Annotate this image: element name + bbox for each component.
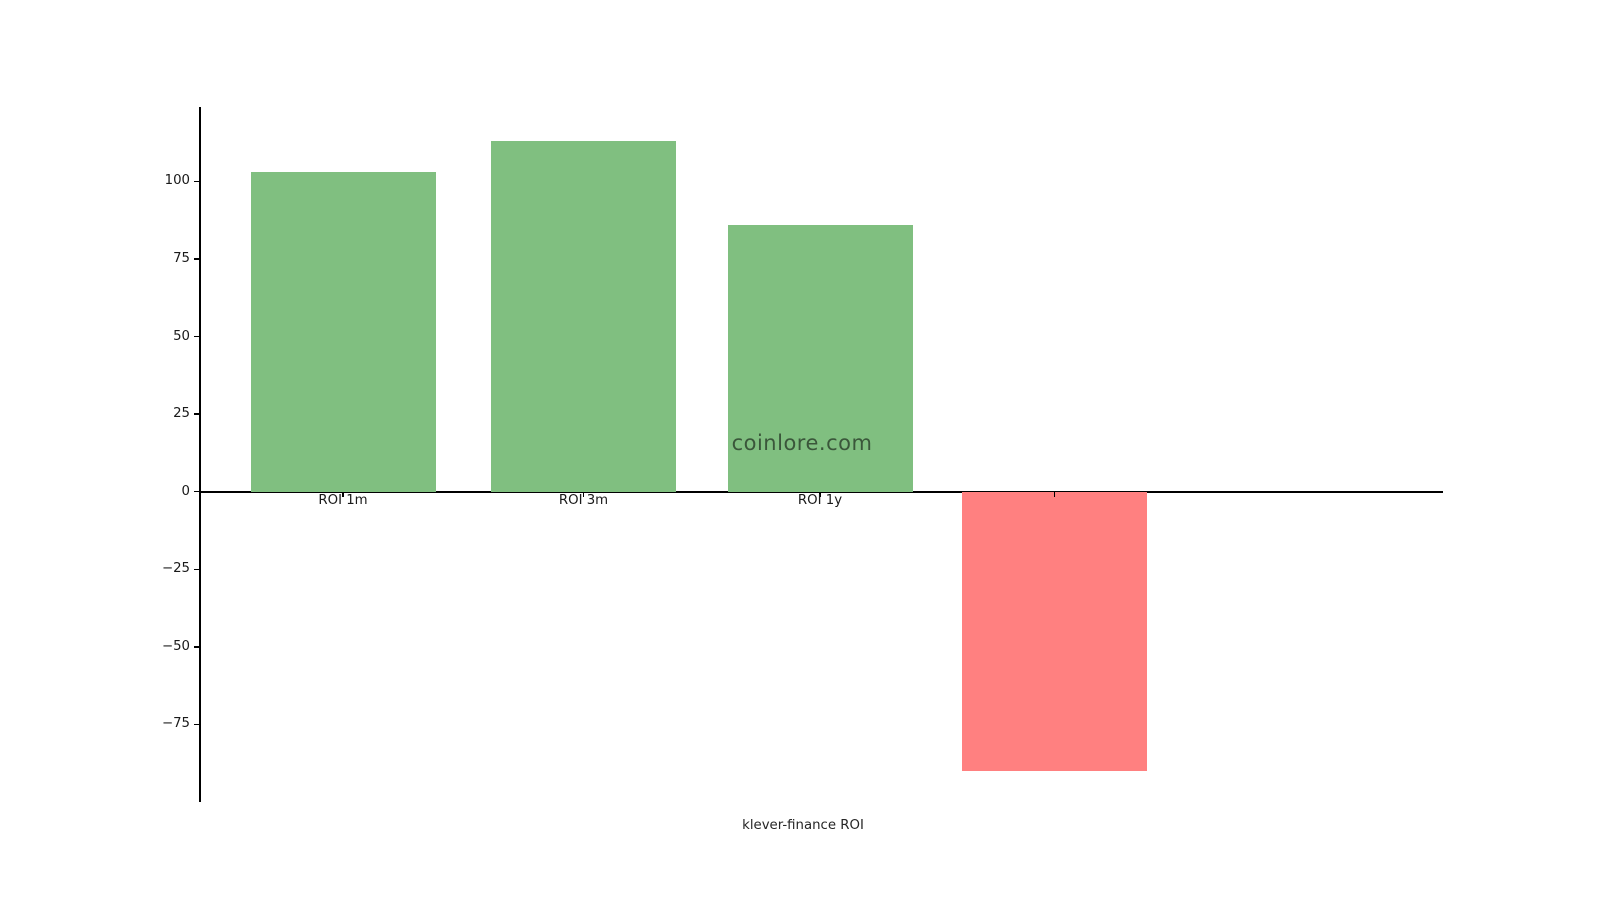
y-tick-label: −25 bbox=[161, 561, 190, 577]
x-tick-mark bbox=[819, 491, 821, 497]
y-tick-mark bbox=[194, 258, 199, 260]
y-tick-label: 100 bbox=[164, 173, 190, 189]
x-tick-label: ROI 3m bbox=[558, 493, 609, 509]
y-tick-label: 50 bbox=[173, 328, 190, 344]
y-axis-spine bbox=[199, 107, 201, 802]
x-axis-zero-line bbox=[199, 491, 1443, 493]
watermark-text: coinlore.com bbox=[731, 431, 873, 455]
y-tick-label: −50 bbox=[161, 638, 190, 654]
y-tick-mark bbox=[194, 335, 199, 338]
x-tick-mark bbox=[1053, 491, 1056, 497]
y-tick-label: 75 bbox=[173, 251, 190, 267]
y-tick-mark bbox=[194, 568, 199, 571]
y-tick-mark bbox=[194, 490, 199, 493]
x-tick-mark bbox=[582, 491, 585, 497]
y-tick-label: 25 bbox=[173, 406, 190, 422]
bar-unlabeled bbox=[962, 491, 1147, 771]
bar-roi-1m bbox=[250, 172, 436, 492]
y-tick-mark bbox=[194, 723, 199, 726]
y-tick-label: −75 bbox=[161, 716, 190, 732]
x-tick-label: ROI 1y bbox=[797, 493, 843, 509]
bar-roi-3m bbox=[491, 141, 676, 492]
bar-roi-1y bbox=[727, 224, 913, 492]
y-tick-mark bbox=[194, 646, 199, 648]
chart-title: klever-finance ROI bbox=[742, 818, 864, 833]
y-tick-mark bbox=[194, 180, 199, 183]
x-tick-mark bbox=[342, 491, 344, 497]
y-tick-mark bbox=[194, 413, 199, 415]
x-tick-label: ROI 1m bbox=[318, 493, 368, 509]
y-tick-label: 0 bbox=[181, 483, 190, 499]
